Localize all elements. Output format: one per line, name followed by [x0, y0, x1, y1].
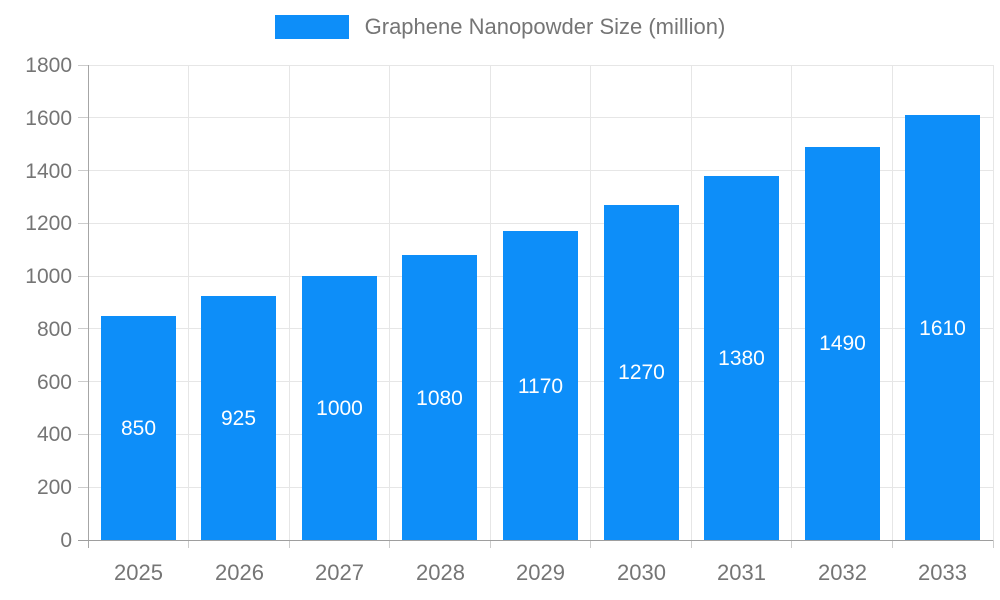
bar-2028[interactable]	[402, 255, 477, 540]
y-axis-tick	[78, 433, 88, 435]
y-axis-tick-label: 1400	[25, 159, 72, 183]
bar-2026[interactable]	[201, 295, 276, 540]
v-gridline	[489, 65, 491, 540]
x-axis-tick	[891, 540, 893, 548]
bar-value-label: 1610	[919, 317, 966, 340]
v-gridline	[992, 65, 994, 540]
bar-2030[interactable]	[604, 204, 679, 540]
bar-value-label: 1080	[416, 387, 463, 410]
y-axis-tick-label: 1600	[25, 106, 72, 130]
y-axis-tick-label: 800	[36, 317, 72, 341]
x-axis-tick-label: 2029	[516, 560, 565, 585]
y-axis-tick-label: 600	[36, 370, 72, 394]
y-axis-tick	[78, 275, 88, 277]
x-axis-tick	[389, 540, 391, 548]
v-gridline	[288, 65, 290, 540]
x-axis-tick	[992, 540, 994, 548]
bar-value-label: 1380	[718, 347, 765, 370]
y-axis-tick	[78, 328, 88, 330]
bar-value-label: 1490	[819, 332, 866, 355]
bar-value-label: 925	[220, 407, 257, 430]
bar-2029[interactable]	[503, 231, 578, 540]
bar-2032[interactable]	[805, 146, 880, 540]
y-axis-tick-label: 1800	[25, 54, 72, 77]
x-axis-tick	[188, 540, 190, 548]
x-axis-tick	[489, 540, 491, 548]
y-axis-tick	[78, 222, 88, 224]
bar-value-label: 1000	[316, 397, 363, 420]
x-axis-tick-label: 2030	[617, 560, 666, 585]
x-axis-tick-label: 2032	[818, 560, 867, 585]
x-axis-tick	[288, 540, 290, 548]
bar-value-label: 1170	[517, 375, 564, 398]
bar-2033[interactable]	[905, 115, 980, 540]
x-axis-tick	[791, 540, 793, 548]
v-gridline	[188, 65, 190, 540]
bar-2031[interactable]	[704, 175, 779, 540]
y-axis-tick-label: 0	[60, 529, 72, 552]
y-axis-tick-label: 1000	[25, 265, 72, 289]
bar-2025[interactable]	[101, 315, 176, 540]
h-gridline	[88, 117, 993, 119]
v-gridline	[590, 65, 592, 540]
bar-value-label: 1270	[618, 361, 665, 384]
h-gridline	[88, 170, 993, 172]
y-axis-tick	[78, 117, 88, 119]
v-gridline	[791, 65, 793, 540]
h-gridline	[88, 64, 993, 66]
y-axis-tick-label: 200	[36, 476, 72, 500]
x-axis-tick-label: 2026	[215, 560, 264, 585]
x-axis-tick	[590, 540, 592, 548]
x-axis-tick-label: 2033	[918, 560, 967, 585]
bar-2027[interactable]	[302, 276, 377, 540]
x-axis-tick-label: 2028	[416, 560, 465, 585]
x-axis-tick	[690, 540, 692, 548]
v-gridline	[389, 65, 391, 540]
legend-label: Graphene Nanopowder Size (million)	[364, 14, 726, 39]
x-axis-tick-label: 2025	[114, 560, 163, 585]
h-gridline	[88, 222, 993, 224]
y-axis-tick	[78, 170, 88, 172]
x-axis-tick-label: 2031	[717, 560, 766, 585]
chart-legend: Graphene Nanopowder Size (million)	[0, 14, 1000, 40]
y-axis-tick-label: 1200	[25, 212, 72, 236]
y-axis-tick-label: 400	[36, 423, 72, 447]
legend-swatch-icon	[274, 15, 349, 39]
bar-value-label: 850	[120, 417, 157, 440]
y-axis-tick	[78, 381, 88, 383]
x-axis-tick-label: 2027	[315, 560, 364, 585]
y-axis-tick	[78, 486, 88, 488]
y-axis-tick	[78, 64, 88, 66]
v-gridline	[891, 65, 893, 540]
y-axis-line	[87, 65, 89, 548]
x-axis-baseline	[78, 539, 993, 541]
v-gridline	[690, 65, 692, 540]
